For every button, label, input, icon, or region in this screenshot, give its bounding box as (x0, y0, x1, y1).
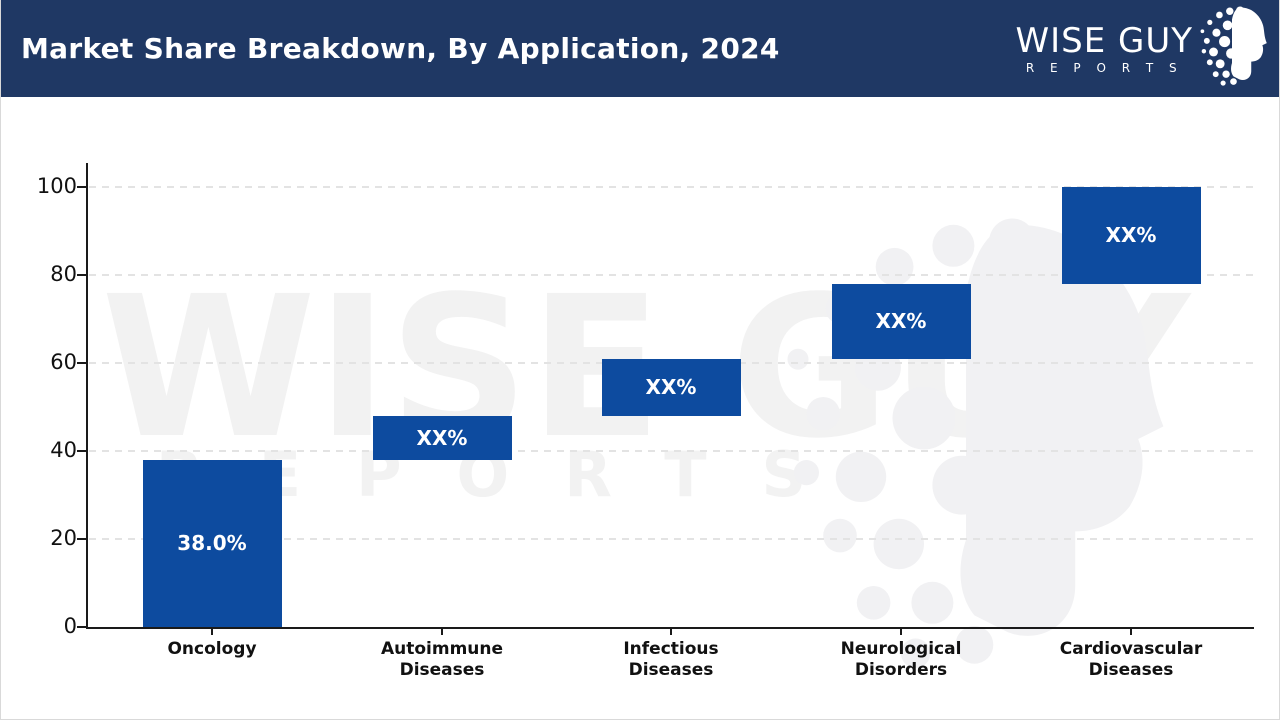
bar-segment-1: XX% (372, 415, 512, 460)
gridline-20 (89, 538, 1254, 540)
bar-value-label-4: XX% (1105, 223, 1157, 248)
y-tick-label-20: 20 (50, 526, 77, 550)
gridline-80 (89, 274, 1254, 276)
y-tick-mark-0 (77, 626, 86, 628)
y-tick-mark-40 (77, 450, 86, 452)
y-axis-spine (86, 163, 88, 629)
x-category-label-1: Autoimmune Diseases (380, 639, 504, 680)
y-tick-mark-20 (77, 538, 86, 540)
x-tick-mark-2 (670, 629, 672, 635)
x-tick-mark-4 (1130, 629, 1132, 635)
y-tick-label-100: 100 (36, 174, 77, 198)
header-bar: Market Share Breakdown, By Application, … (1, 0, 1279, 97)
y-tick-mark-100 (77, 186, 86, 188)
bar-value-label-1: XX% (416, 425, 468, 450)
gridline-40 (89, 450, 1254, 452)
logo-subname: R E P O R T S (1025, 61, 1183, 75)
gridline-100 (89, 186, 1254, 188)
x-category-label-2: Infectious Diseases (623, 639, 719, 680)
page-title: Market Share Breakdown, By Application, … (21, 32, 780, 65)
x-axis-spine (86, 627, 1254, 629)
logo-text: WISE GUY R E P O R T S (1015, 22, 1193, 76)
y-tick-label-0: 0 (63, 614, 77, 638)
x-category-label-3: Neurological Disorders (840, 639, 962, 680)
bar-value-label-3: XX% (875, 309, 927, 334)
head-profile-icon (1195, 6, 1269, 92)
x-tick-mark-0 (211, 629, 213, 635)
bar-value-label-2: XX% (645, 375, 697, 400)
bar-segment-0: 38.0% (142, 459, 282, 627)
bar-segment-3: XX% (831, 283, 971, 359)
bar-segment-2: XX% (601, 358, 741, 416)
bar-segment-4: XX% (1061, 187, 1201, 284)
x-category-label-4: Cardiovascular Diseases (1059, 639, 1203, 680)
x-tick-mark-3 (900, 629, 902, 635)
y-tick-label-40: 40 (50, 438, 77, 462)
logo-name: WISE GUY (1015, 21, 1193, 61)
x-category-label-0: Oncology (167, 639, 257, 659)
y-tick-mark-60 (77, 362, 86, 364)
y-tick-label-80: 80 (50, 262, 77, 286)
wise-guy-reports-logo: WISE GUY R E P O R T S (1015, 6, 1269, 92)
bar-value-label-0: 38.0% (177, 531, 247, 556)
x-tick-mark-1 (441, 629, 443, 635)
y-tick-label-60: 60 (50, 350, 77, 374)
y-tick-mark-80 (77, 274, 86, 276)
